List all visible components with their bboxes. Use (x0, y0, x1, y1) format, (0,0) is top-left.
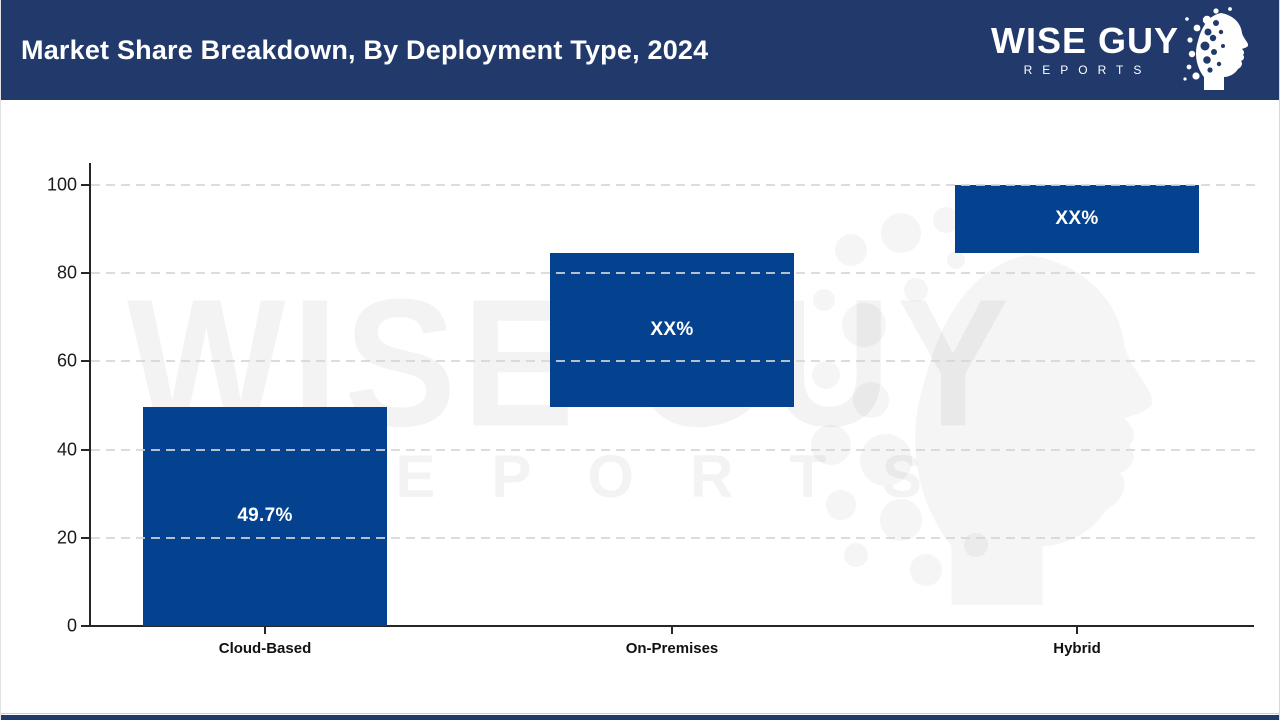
bar-hybrid: XX% (955, 185, 1199, 254)
y-tick-80 (81, 272, 89, 275)
y-tick-label-60: 60 (56, 350, 77, 371)
y-tick-label-100: 100 (46, 174, 77, 195)
logo-text: WISE GUY REPORTS (990, 20, 1179, 78)
header-band: Market Share Breakdown, By Deployment Ty… (1, 0, 1279, 100)
x-axis-line (89, 625, 1254, 627)
y-tick-60 (81, 360, 89, 363)
logo-wordmark: WISE GUY (990, 20, 1179, 61)
page-title: Market Share Breakdown, By Deployment Ty… (21, 34, 709, 65)
y-tick-label-40: 40 (56, 439, 77, 460)
x-tick-3 (1076, 627, 1078, 634)
x-category-label-2: On-Premises (625, 640, 719, 657)
logo-face-icon (1183, 6, 1257, 95)
y-tick-label-0: 0 (66, 615, 77, 636)
logo-subtitle: REPORTS (1023, 63, 1152, 77)
y-tick-0 (81, 625, 89, 627)
gridline-y60 (91, 360, 1259, 363)
y-tick-20 (81, 536, 89, 539)
gridline-y80 (91, 272, 1259, 275)
x-category-label-3: Hybrid (1053, 640, 1101, 657)
watermark-subtitle: REPORTS (296, 443, 979, 510)
footer-bar (1, 715, 1279, 720)
y-tick-100 (81, 184, 89, 186)
footer-divider (1, 713, 1279, 714)
x-tick-2 (671, 627, 673, 634)
gridline-y20 (91, 536, 1259, 539)
watermark-face-icon (796, 205, 1176, 610)
x-category-label-1: Cloud-Based (218, 640, 312, 657)
bar-cloud-based: 49.7% (143, 406, 387, 626)
wise-guy-logo: WISE GUY REPORTS (991, 6, 1257, 95)
bar-on-premises: XX% (550, 253, 794, 407)
gridline-y40 (91, 448, 1259, 451)
x-tick-1 (264, 627, 266, 634)
bar-value-label: XX% (650, 319, 694, 341)
y-tick-label-20: 20 (56, 527, 77, 548)
y-tick-label-80: 80 (56, 262, 77, 283)
bar-value-label: 49.7% (237, 505, 293, 527)
bar-value-label: XX% (1055, 208, 1099, 230)
gridline-y100 (91, 184, 1259, 186)
y-axis-line (89, 163, 91, 627)
y-tick-40 (81, 448, 89, 451)
